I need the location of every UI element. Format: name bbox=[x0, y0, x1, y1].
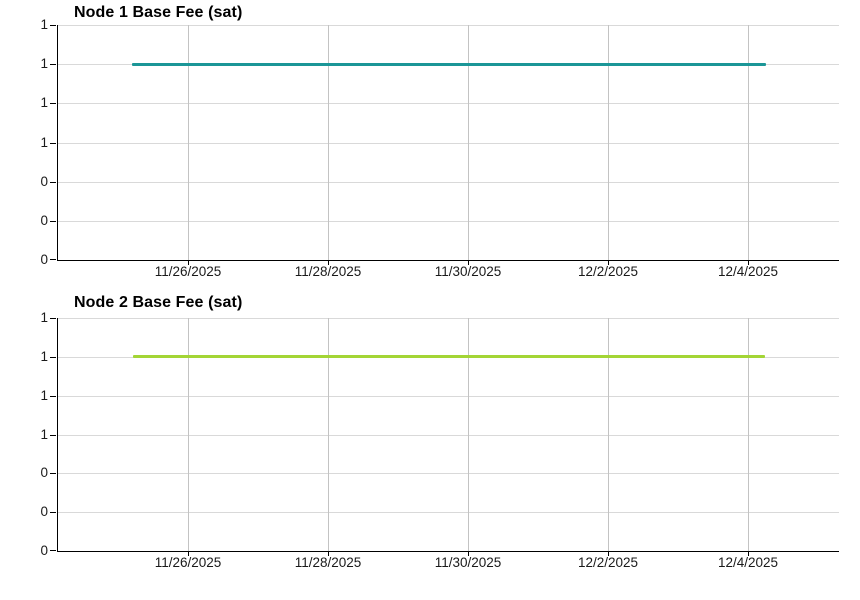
x-tick-mark bbox=[328, 260, 330, 265]
x-tick-label: 11/30/2025 bbox=[434, 555, 502, 570]
plot-area: 1 1 1 1 0 0 0 11/26/2025 11/28/2025 11/30/2025 12/… bbox=[40, 310, 839, 570]
chart-node1-base-fee: Node 1 Base Fee (sat) 1 1 1 1 0 0 0 11/26/2025 1… bbox=[0, 0, 860, 285]
x-tick-mark bbox=[328, 551, 330, 556]
x-tick-mark bbox=[748, 551, 750, 556]
chart-title: Node 2 Base Fee (sat) bbox=[74, 294, 243, 311]
x-tick-label: 12/2/2025 bbox=[577, 264, 639, 279]
y-tick-mark bbox=[50, 221, 56, 223]
y-tick-mark bbox=[50, 103, 56, 105]
x-tick-label: 11/26/2025 bbox=[154, 264, 222, 279]
y-tick-mark bbox=[50, 259, 56, 261]
x-tick-mark bbox=[608, 260, 610, 265]
y-tick-mark bbox=[50, 512, 56, 514]
y-tick-label: 1 bbox=[40, 95, 48, 110]
chart-node2-base-fee: Node 2 Base Fee (sat) 1 1 1 1 0 0 0 11/26/2025 1… bbox=[0, 293, 860, 583]
y-tick-label: 1 bbox=[40, 135, 48, 150]
x-tick-label: 12/4/2025 bbox=[717, 555, 779, 570]
gridline-horizontal bbox=[58, 473, 839, 474]
gridline-vertical bbox=[748, 318, 749, 551]
y-tick-label: 1 bbox=[40, 427, 48, 442]
x-tick-mark bbox=[468, 551, 470, 556]
y-tick-label: 0 bbox=[40, 213, 48, 228]
y-tick-label: 0 bbox=[40, 174, 48, 189]
gridline-horizontal bbox=[58, 103, 839, 104]
gridline-vertical bbox=[328, 318, 329, 551]
y-tick-mark bbox=[50, 143, 56, 145]
y-tick-mark bbox=[50, 550, 56, 552]
x-tick-label: 11/28/2025 bbox=[294, 555, 362, 570]
y-tick-label: 1 bbox=[40, 56, 48, 71]
gridline-horizontal bbox=[58, 435, 839, 436]
x-tick-mark bbox=[608, 551, 610, 556]
x-tick-label: 11/28/2025 bbox=[294, 264, 362, 279]
x-tick-mark bbox=[188, 551, 190, 556]
gridline-horizontal bbox=[58, 396, 839, 397]
gridline-vertical bbox=[608, 25, 609, 260]
gridline-vertical bbox=[188, 25, 189, 260]
y-tick-mark bbox=[50, 25, 56, 27]
series-line bbox=[132, 63, 766, 66]
y-tick-label: 0 bbox=[40, 543, 48, 558]
plot-area: 1 1 1 1 0 0 0 11/26/2025 11/28/2025 11/30/2025 12/… bbox=[40, 17, 839, 279]
gridline-vertical bbox=[188, 318, 189, 551]
y-tick-label: 1 bbox=[40, 17, 48, 32]
gridline-horizontal bbox=[58, 182, 839, 183]
gridline-horizontal bbox=[58, 512, 839, 513]
x-tick-mark bbox=[468, 260, 470, 265]
y-tick-mark bbox=[50, 396, 56, 398]
y-tick-mark bbox=[50, 473, 56, 475]
y-tick-mark bbox=[50, 318, 56, 320]
series-line bbox=[133, 355, 765, 358]
gridline-horizontal bbox=[58, 143, 839, 144]
gridline-vertical bbox=[608, 318, 609, 551]
gridline-horizontal bbox=[58, 318, 839, 319]
x-tick-label: 12/4/2025 bbox=[717, 264, 779, 279]
y-tick-label: 0 bbox=[40, 504, 48, 519]
x-tick-mark bbox=[188, 260, 190, 265]
y-tick-mark bbox=[50, 435, 56, 437]
gridline-vertical bbox=[468, 318, 469, 551]
x-tick-mark bbox=[748, 260, 750, 265]
y-tick-label: 1 bbox=[40, 349, 48, 364]
x-tick-label: 12/2/2025 bbox=[577, 555, 639, 570]
y-tick-label: 1 bbox=[40, 388, 48, 403]
gridline-vertical bbox=[328, 25, 329, 260]
y-tick-mark bbox=[50, 182, 56, 184]
gridline-horizontal bbox=[58, 221, 839, 222]
gridline-horizontal bbox=[58, 25, 839, 26]
y-tick-mark bbox=[50, 64, 56, 66]
y-tick-label: 1 bbox=[40, 310, 48, 325]
y-tick-mark bbox=[50, 357, 56, 359]
x-tick-label: 11/26/2025 bbox=[154, 555, 222, 570]
gridline-vertical bbox=[748, 25, 749, 260]
y-tick-label: 0 bbox=[40, 465, 48, 480]
chart-title: Node 1 Base Fee (sat) bbox=[74, 4, 243, 21]
x-tick-label: 11/30/2025 bbox=[434, 264, 502, 279]
gridline-vertical bbox=[468, 25, 469, 260]
y-tick-label: 0 bbox=[40, 252, 48, 267]
